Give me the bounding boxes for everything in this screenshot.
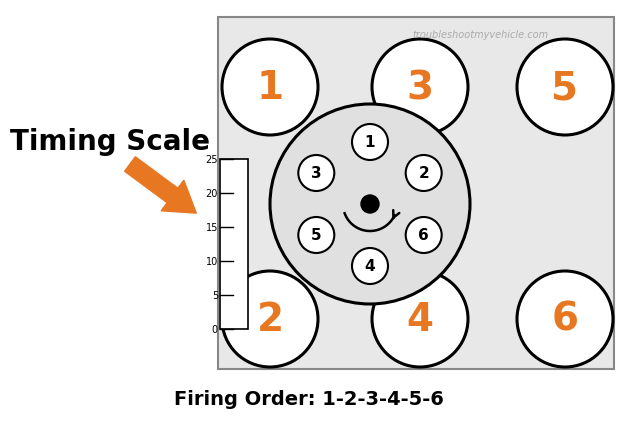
Text: 20: 20 — [206, 189, 218, 199]
Text: troubleshootmyvehicle.com: troubleshootmyvehicle.com — [412, 30, 548, 40]
Text: 1: 1 — [256, 69, 284, 107]
Text: 5: 5 — [551, 69, 578, 107]
Text: 2: 2 — [256, 300, 284, 338]
Circle shape — [298, 218, 334, 253]
Circle shape — [517, 271, 613, 367]
Text: 15: 15 — [206, 222, 218, 233]
FancyArrow shape — [125, 157, 197, 213]
Circle shape — [352, 125, 388, 161]
Text: 5: 5 — [311, 228, 321, 243]
Circle shape — [361, 196, 379, 213]
Text: 6: 6 — [551, 300, 578, 338]
Circle shape — [372, 40, 468, 136]
Text: 10: 10 — [206, 256, 218, 266]
Circle shape — [298, 155, 334, 192]
Text: Timing Scale: Timing Scale — [10, 128, 210, 155]
Text: 4: 4 — [407, 300, 433, 338]
Circle shape — [222, 271, 318, 367]
Text: 0: 0 — [212, 324, 218, 334]
Bar — [218, 18, 614, 369]
Text: 6: 6 — [418, 228, 429, 243]
Text: 4: 4 — [365, 259, 375, 274]
Text: 5: 5 — [212, 290, 218, 300]
Circle shape — [405, 155, 442, 192]
Text: 3: 3 — [407, 69, 434, 107]
Circle shape — [222, 40, 318, 136]
Circle shape — [372, 271, 468, 367]
Text: 1: 1 — [365, 135, 375, 150]
Bar — [220, 160, 248, 329]
Text: 3: 3 — [311, 166, 321, 181]
Text: 25: 25 — [206, 155, 218, 164]
Circle shape — [270, 105, 470, 304]
Circle shape — [352, 248, 388, 284]
Text: Firing Order: 1-2-3-4-5-6: Firing Order: 1-2-3-4-5-6 — [174, 390, 444, 409]
Circle shape — [517, 40, 613, 136]
Circle shape — [405, 218, 442, 253]
Text: 2: 2 — [418, 166, 429, 181]
